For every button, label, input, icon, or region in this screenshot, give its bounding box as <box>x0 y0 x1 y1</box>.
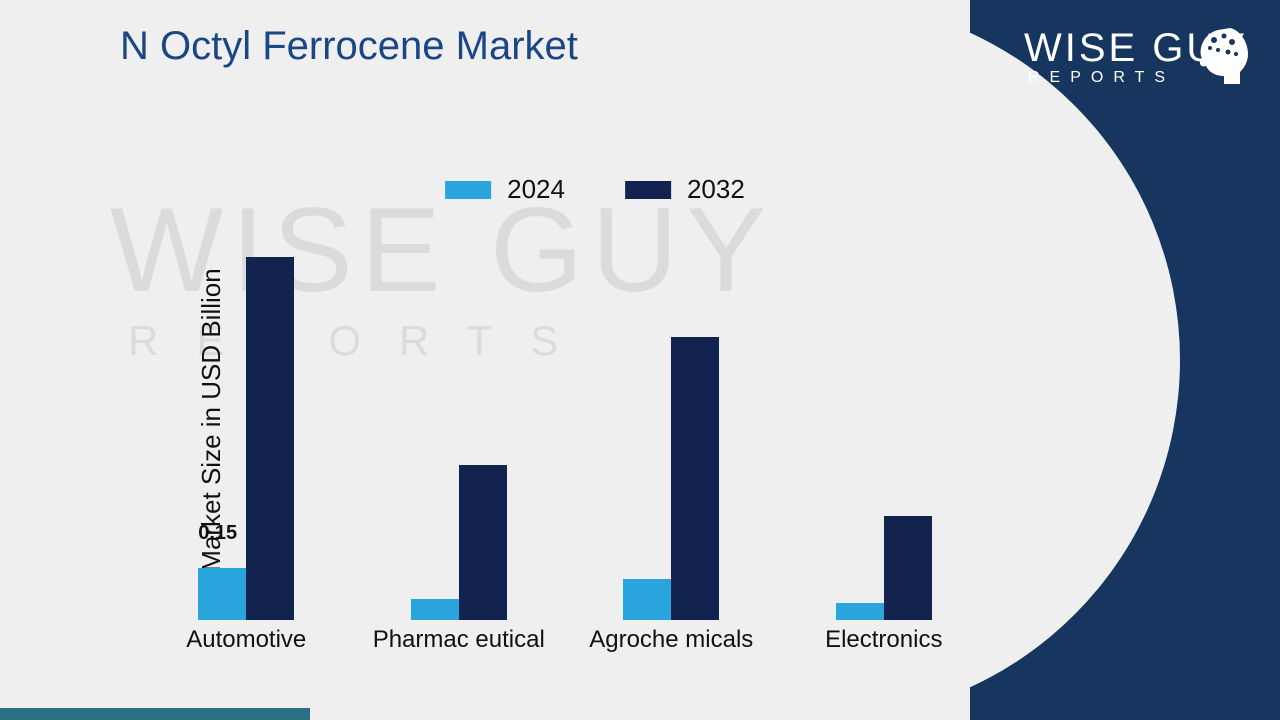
x-axis-labels: Automotive Pharmac eutical Agroche micals E… <box>140 620 990 690</box>
bar-2024 <box>198 568 246 620</box>
canvas: WISE GUY REPORTS N Octyl Ferrocene Marke… <box>0 0 1280 720</box>
x-axis-category-label: Electronics <box>790 620 977 690</box>
bar-2032 <box>884 516 932 620</box>
bar-group <box>790 240 977 620</box>
bar-value-label: 0.15 <box>198 522 237 545</box>
legend: 2024 2032 <box>445 174 745 205</box>
chart-title: N Octyl Ferrocene Market <box>120 24 578 69</box>
x-axis-category-label: Pharmac eutical <box>365 620 552 690</box>
bars-row: 0.15 <box>140 240 990 620</box>
legend-label: 2024 <box>507 174 565 205</box>
bar-2024 <box>411 599 459 620</box>
head-icon <box>1188 24 1252 88</box>
bar-group: 0.15 <box>153 240 340 620</box>
brand-logo: WISE GUY REPORTS <box>1024 28 1248 86</box>
bar-2024 <box>623 579 671 620</box>
legend-swatch <box>625 181 671 199</box>
bar-group <box>365 240 552 620</box>
bar-2024 <box>836 603 884 620</box>
x-axis-category-label: Agroche micals <box>578 620 765 690</box>
bar-group <box>578 240 765 620</box>
chart-area: Market Size in USD Billion 20242032 0.15… <box>60 150 990 690</box>
plot-region: 20242032 0.15 <box>140 180 990 620</box>
bar-2032 <box>671 337 719 620</box>
legend-swatch <box>445 181 491 199</box>
bar-2032 <box>246 257 294 620</box>
bottom-accent-strip <box>0 708 310 720</box>
legend-label: 2032 <box>687 174 745 205</box>
legend-item: 2032 <box>625 174 745 205</box>
bar-2032 <box>459 465 507 620</box>
legend-item: 2024 <box>445 174 565 205</box>
x-axis-category-label: Automotive <box>153 620 340 690</box>
